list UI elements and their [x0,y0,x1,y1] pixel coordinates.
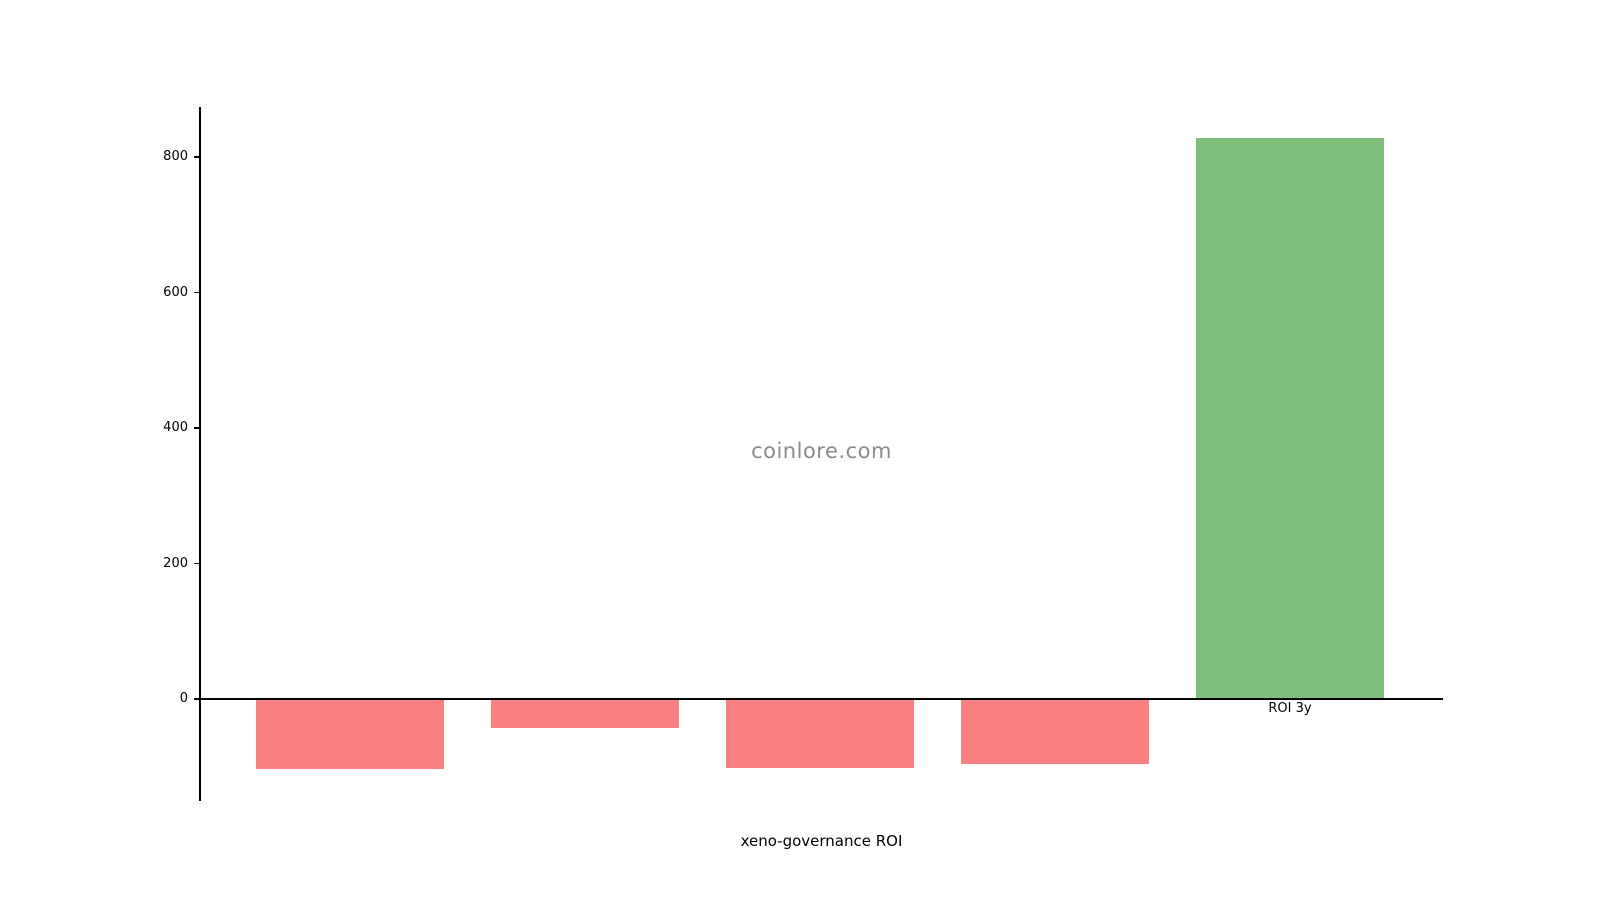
watermark-text: coinlore.com [751,439,892,463]
negative-bar [256,699,444,770]
y-tick-mark [194,427,200,429]
negative-bar [726,699,914,769]
negative-bar [491,699,679,729]
y-tick-mark [194,156,200,158]
y-tick-mark [194,562,200,565]
x-axis-zero-line [199,698,1443,700]
positive-bar [1196,138,1384,699]
x-tick-label: ROI 3y [1268,701,1312,716]
y-tick-label: 800 [163,149,188,164]
y-tick-label: 200 [163,555,188,571]
y-tick-label: 400 [163,420,188,435]
y-axis-line [199,107,201,801]
y-tick-mark [194,698,200,700]
y-tick-label: 0 [179,691,188,706]
chart-x-axis-title: xeno-governance ROI [740,832,903,850]
negative-bar [961,699,1149,765]
y-tick-label: 600 [163,284,188,300]
y-tick-mark [194,291,200,294]
